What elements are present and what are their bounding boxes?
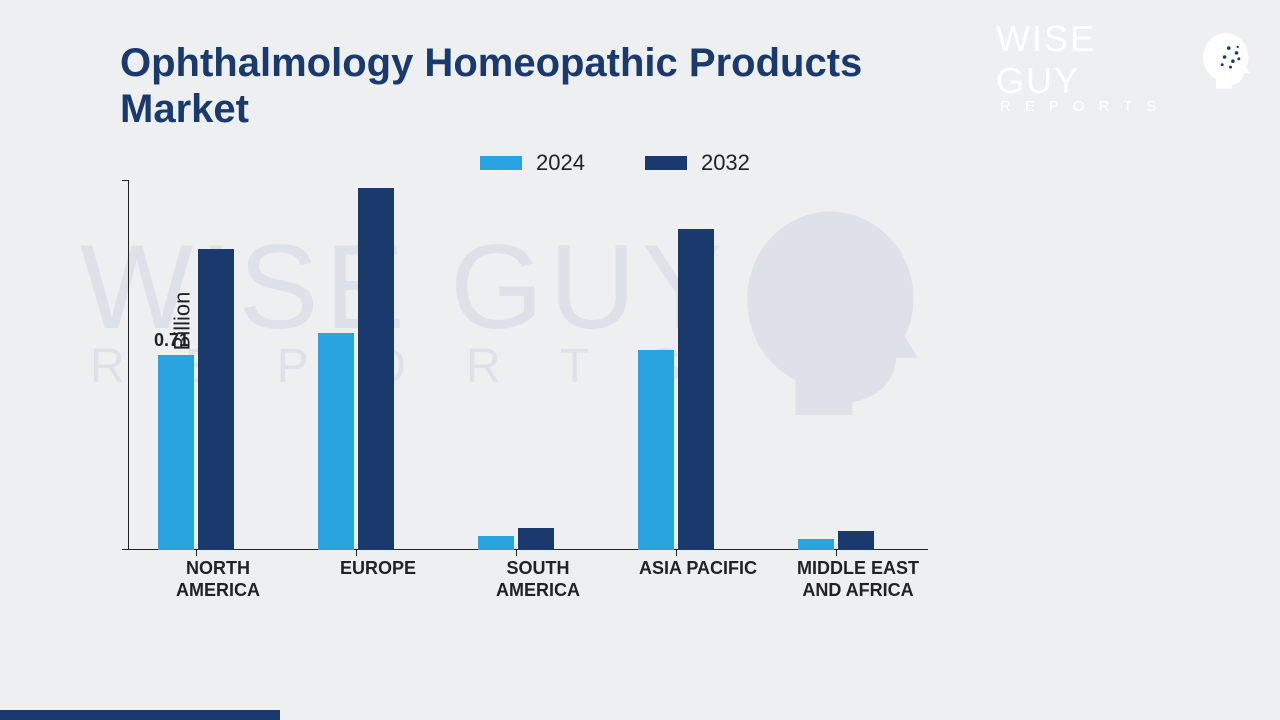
bar-2024 xyxy=(798,539,834,550)
category-label: MIDDLE EAST AND AFRICA xyxy=(788,550,928,601)
x-tick xyxy=(836,550,837,556)
y-tick xyxy=(122,549,128,550)
category-label: SOUTH AMERICA xyxy=(468,550,608,601)
x-tick xyxy=(196,550,197,556)
x-tick xyxy=(516,550,517,556)
logo-sub-text: REPORTS xyxy=(1000,98,1256,115)
plot-area: 0.71NORTH AMERICAEUROPESOUTH AMERICAASIA… xyxy=(128,180,928,550)
brand-logo: WISE GUY REPORTS xyxy=(996,18,1256,115)
bar-value-label: 0.71 xyxy=(154,330,189,351)
legend-swatch-2032 xyxy=(645,156,687,170)
logo-head-icon xyxy=(1196,30,1256,90)
bar-2032 xyxy=(838,531,874,550)
legend-item-2024: 2024 xyxy=(480,150,585,176)
legend-label-2032: 2032 xyxy=(701,150,750,176)
bar-2032 xyxy=(358,188,394,550)
y-axis-line xyxy=(128,180,129,550)
category-label: EUROPE xyxy=(308,550,448,580)
chart-container: Market Size in USD Billion 2024 2032 0.7… xyxy=(50,150,930,690)
chart-title: Ophthalmology Homeopathic Products Marke… xyxy=(120,40,900,132)
bar-2024 xyxy=(318,333,354,550)
bar-2032 xyxy=(518,528,554,550)
y-tick xyxy=(122,180,128,181)
legend-label-2024: 2024 xyxy=(536,150,585,176)
legend-item-2032: 2032 xyxy=(645,150,750,176)
bar-2032 xyxy=(678,229,714,550)
bar-2024 xyxy=(478,536,514,550)
legend-swatch-2024 xyxy=(480,156,522,170)
bar-2024 xyxy=(638,350,674,550)
bar-2032 xyxy=(198,249,234,550)
legend: 2024 2032 xyxy=(480,150,750,176)
category-label: ASIA PACIFIC xyxy=(628,550,768,580)
bottom-accent-bar xyxy=(0,710,280,720)
x-tick xyxy=(676,550,677,556)
report-slide: WISE GUY REPORTS WISE GUY REPORTS Ophtha… xyxy=(0,0,1280,720)
logo-main-text: WISE GUY xyxy=(996,18,1190,102)
x-tick xyxy=(356,550,357,556)
bar-2024 xyxy=(158,355,194,550)
category-label: NORTH AMERICA xyxy=(148,550,288,601)
